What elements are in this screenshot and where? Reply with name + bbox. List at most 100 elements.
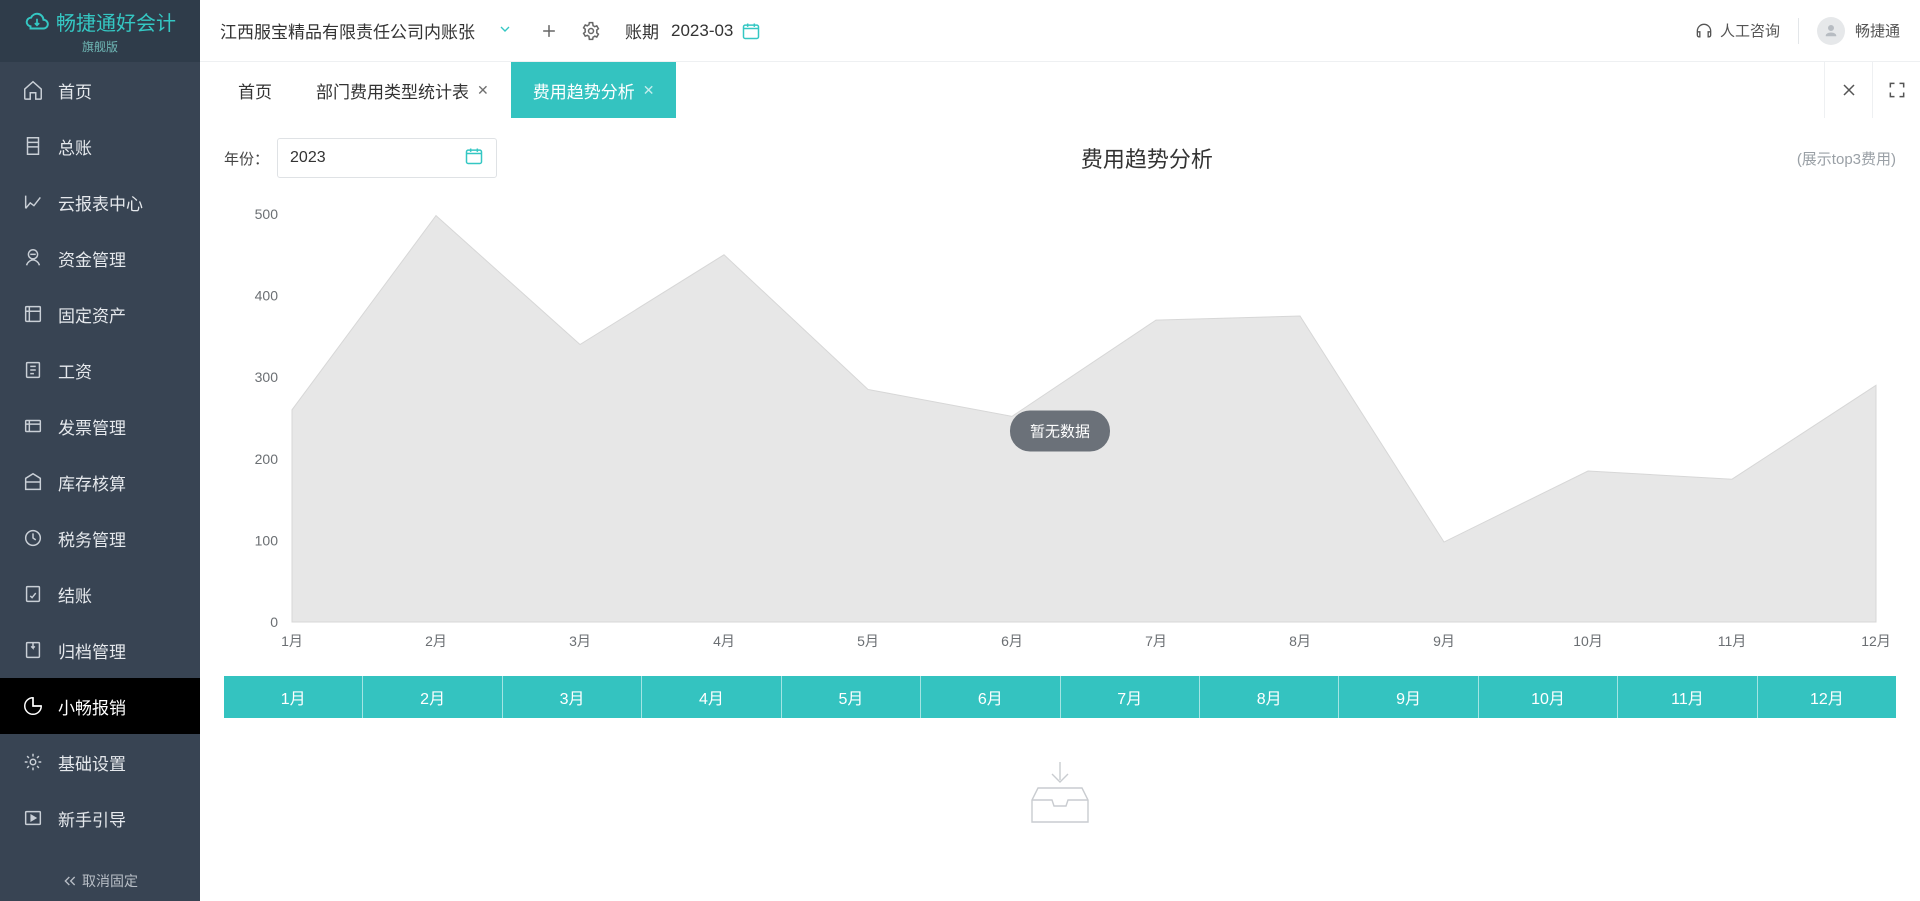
tab-label: 首页 (238, 78, 272, 103)
add-button[interactable] (535, 17, 563, 45)
svg-text:200: 200 (255, 451, 279, 467)
calendar-icon[interactable] (741, 21, 761, 41)
month-cell-1[interactable]: 1月 (224, 676, 363, 718)
month-cell-8[interactable]: 8月 (1200, 676, 1339, 718)
collapse-icon (62, 873, 78, 889)
svg-text:12月: 12月 (1861, 633, 1891, 649)
year-value: 2023 (290, 149, 326, 167)
month-cell-5[interactable]: 5月 (782, 676, 921, 718)
sidebar-icon-13 (22, 807, 44, 829)
year-picker[interactable]: 2023 (277, 138, 497, 178)
sidebar-item-12[interactable]: 基础设置 (0, 734, 200, 790)
sidebar-item-label: 总账 (58, 134, 92, 159)
svg-text:500: 500 (255, 206, 279, 222)
sidebar-item-label: 发票管理 (58, 414, 126, 439)
sidebar-icon-0 (22, 79, 44, 101)
headset-icon (1694, 21, 1714, 41)
year-calendar-icon[interactable] (464, 146, 484, 171)
company-dropdown-icon[interactable] (497, 21, 513, 40)
sidebar-item-9[interactable]: 结账 (0, 566, 200, 622)
fullscreen-icon (1887, 80, 1907, 100)
brand-logo: 畅捷通好会计 (24, 7, 176, 36)
box-icon (1010, 758, 1110, 828)
plus-icon (539, 21, 559, 41)
page-title: 费用趋势分析 (497, 142, 1797, 174)
tabstrip: 首页部门费用类型统计表✕费用趋势分析✕ (200, 62, 1920, 118)
svg-text:10月: 10月 (1573, 633, 1603, 649)
tab-0[interactable]: 首页 (216, 62, 294, 118)
user-name: 畅捷通 (1855, 20, 1900, 41)
svg-text:11月: 11月 (1718, 633, 1747, 649)
trend-chart: 01002003004005001月2月3月4月5月6月7月8月9月10月11月… (224, 196, 1896, 666)
svg-text:400: 400 (255, 288, 279, 304)
sidebar-item-3[interactable]: 资金管理 (0, 230, 200, 286)
tabstrip-actions (1824, 62, 1920, 118)
tab-1[interactable]: 部门费用类型统计表 ✕ (294, 62, 511, 118)
sidebar-item-label: 资金管理 (58, 246, 126, 271)
sidebar-header: 畅捷通好会计 旗舰版 (0, 0, 200, 62)
user-menu[interactable]: 畅捷通 (1817, 17, 1900, 45)
sidebar-item-label: 税务管理 (58, 526, 126, 551)
month-cell-12[interactable]: 12月 (1758, 676, 1896, 718)
month-cell-6[interactable]: 6月 (921, 676, 1060, 718)
svg-text:2月: 2月 (425, 633, 447, 649)
company-selector-label[interactable]: 江西服宝精品有限责任公司内账张 (220, 18, 475, 43)
settings-button[interactable] (577, 17, 605, 45)
tab-close-icon[interactable]: ✕ (643, 82, 655, 99)
sidebar-icon-4 (22, 303, 44, 325)
fullscreen-button[interactable] (1872, 62, 1920, 118)
sidebar-item-0[interactable]: 首页 (0, 62, 200, 118)
sidebar: 畅捷通好会计 旗舰版 首页总账云报表中心资金管理固定资产工资发票管理库存核算税务… (0, 0, 200, 901)
no-data-tooltip: 暂无数据 (1010, 411, 1110, 452)
month-cell-4[interactable]: 4月 (642, 676, 781, 718)
sidebar-item-7[interactable]: 库存核算 (0, 454, 200, 510)
sidebar-pin-toggle[interactable]: 取消固定 (0, 861, 200, 901)
sidebar-item-13[interactable]: 新手引导 (0, 790, 200, 846)
topbar: 江西服宝精品有限责任公司内账张 账期 2023-03 人工咨询 畅捷通 (200, 0, 1920, 62)
svg-text:8月: 8月 (1289, 633, 1311, 649)
svg-text:0: 0 (270, 614, 278, 630)
empty-illustration (224, 758, 1896, 828)
sidebar-item-5[interactable]: 工资 (0, 342, 200, 398)
tab-2[interactable]: 费用趋势分析✕ (511, 62, 677, 118)
close-icon (1839, 80, 1859, 100)
topbar-right: 人工咨询 畅捷通 (1694, 17, 1900, 45)
svg-text:300: 300 (255, 369, 279, 385)
month-cell-10[interactable]: 10月 (1479, 676, 1618, 718)
support-link[interactable]: 人工咨询 (1694, 20, 1780, 41)
content-header: 年份： 2023 费用趋势分析 (展示top3费用) (224, 138, 1896, 178)
sidebar-item-8[interactable]: 税务管理 (0, 510, 200, 566)
tab-label: 部门费用类型统计表 (316, 78, 469, 103)
svg-text:4月: 4月 (713, 633, 735, 649)
sidebar-item-label: 归档管理 (58, 638, 126, 663)
sidebar-icon-8 (22, 527, 44, 549)
sidebar-icon-10 (22, 639, 44, 661)
sidebar-item-label: 基础设置 (58, 750, 126, 775)
sidebar-item-label: 首页 (58, 78, 92, 103)
month-cell-3[interactable]: 3月 (503, 676, 642, 718)
month-strip: 1月2月3月4月5月6月7月8月9月10月11月12月 (224, 676, 1896, 718)
sidebar-item-11[interactable]: 小畅报销 (0, 678, 200, 734)
svg-text:7月: 7月 (1145, 633, 1167, 649)
close-all-tabs-button[interactable] (1824, 62, 1872, 118)
period-value[interactable]: 2023-03 (671, 21, 733, 41)
month-cell-11[interactable]: 11月 (1618, 676, 1757, 718)
svg-text:3月: 3月 (569, 633, 591, 649)
month-cell-2[interactable]: 2月 (363, 676, 502, 718)
sidebar-item-6[interactable]: 发票管理 (0, 398, 200, 454)
sidebar-item-label: 新手引导 (58, 806, 126, 831)
sidebar-icon-9 (22, 583, 44, 605)
month-cell-9[interactable]: 9月 (1339, 676, 1478, 718)
month-cell-7[interactable]: 7月 (1061, 676, 1200, 718)
sidebar-item-1[interactable]: 总账 (0, 118, 200, 174)
tab-close-icon[interactable]: ✕ (477, 82, 489, 99)
sidebar-item-10[interactable]: 归档管理 (0, 622, 200, 678)
svg-text:9月: 9月 (1433, 633, 1455, 649)
divider (1798, 18, 1799, 44)
top3-note: (展示top3费用) (1797, 148, 1896, 169)
sidebar-item-2[interactable]: 云报表中心 (0, 174, 200, 230)
sidebar-item-4[interactable]: 固定资产 (0, 286, 200, 342)
period-label: 账期 (625, 18, 659, 43)
svg-text:5月: 5月 (857, 633, 879, 649)
sidebar-pin-label: 取消固定 (82, 871, 138, 891)
